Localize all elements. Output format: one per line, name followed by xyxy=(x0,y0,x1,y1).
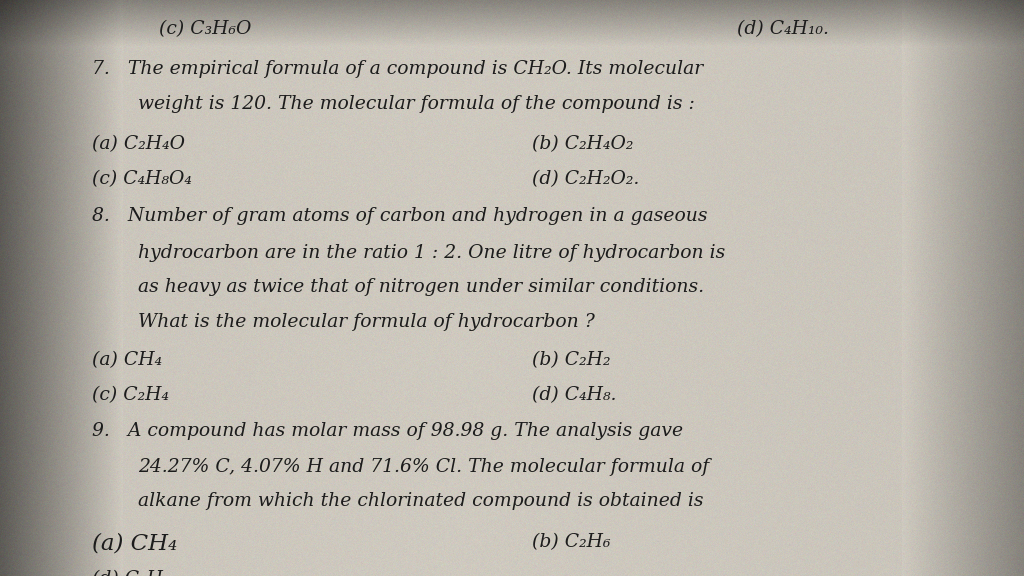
Text: (b) C₂H₆: (b) C₂H₆ xyxy=(532,533,611,551)
Text: alkane from which the chlorinated compound is obtained is: alkane from which the chlorinated compou… xyxy=(138,492,703,510)
Text: (c) C₂H₄: (c) C₂H₄ xyxy=(92,386,169,404)
Text: 9.   A compound has molar mass of 98.98 g. The analysis gave: 9. A compound has molar mass of 98.98 g.… xyxy=(92,422,683,439)
Text: weight is 120. The molecular formula of the compound is :: weight is 120. The molecular formula of … xyxy=(138,95,695,113)
Text: (d) C₄H₈.: (d) C₄H₈. xyxy=(532,386,617,404)
Text: hydrocarbon are in the ratio 1 : 2. One litre of hydrocarbon is: hydrocarbon are in the ratio 1 : 2. One … xyxy=(138,244,725,262)
Text: (a) CH₄: (a) CH₄ xyxy=(92,351,162,369)
Text: as heavy as twice that of nitrogen under similar conditions.: as heavy as twice that of nitrogen under… xyxy=(138,278,705,296)
Text: (d) C₂H₂O₂.: (d) C₂H₂O₂. xyxy=(532,170,640,188)
Text: (a) C₂H₄O: (a) C₂H₄O xyxy=(92,135,185,153)
Text: (c) C₄H₈O₄: (c) C₄H₈O₄ xyxy=(92,170,193,188)
Text: 8.   Number of gram atoms of carbon and hydrogen in a gaseous: 8. Number of gram atoms of carbon and hy… xyxy=(92,207,708,225)
Text: 24.27% C, 4.07% H and 71.6% Cl. The molecular formula of: 24.27% C, 4.07% H and 71.6% Cl. The mole… xyxy=(138,458,710,476)
Text: (a) CH₄: (a) CH₄ xyxy=(92,533,177,555)
Text: (b) C₂H₂: (b) C₂H₂ xyxy=(532,351,611,369)
Text: (d) C₄H₁₀.: (d) C₄H₁₀. xyxy=(737,20,829,38)
Text: 7.   The empirical formula of a compound is CH₂O. Its molecular: 7. The empirical formula of a compound i… xyxy=(92,60,703,78)
Text: (c) C₃H₆O: (c) C₃H₆O xyxy=(159,20,251,38)
Text: (b) C₂H₄O₂: (b) C₂H₄O₂ xyxy=(532,135,634,153)
Text: (d) C₄H₁₀.: (d) C₄H₁₀. xyxy=(92,570,184,576)
Text: What is the molecular formula of hydrocarbon ?: What is the molecular formula of hydroca… xyxy=(138,313,595,331)
